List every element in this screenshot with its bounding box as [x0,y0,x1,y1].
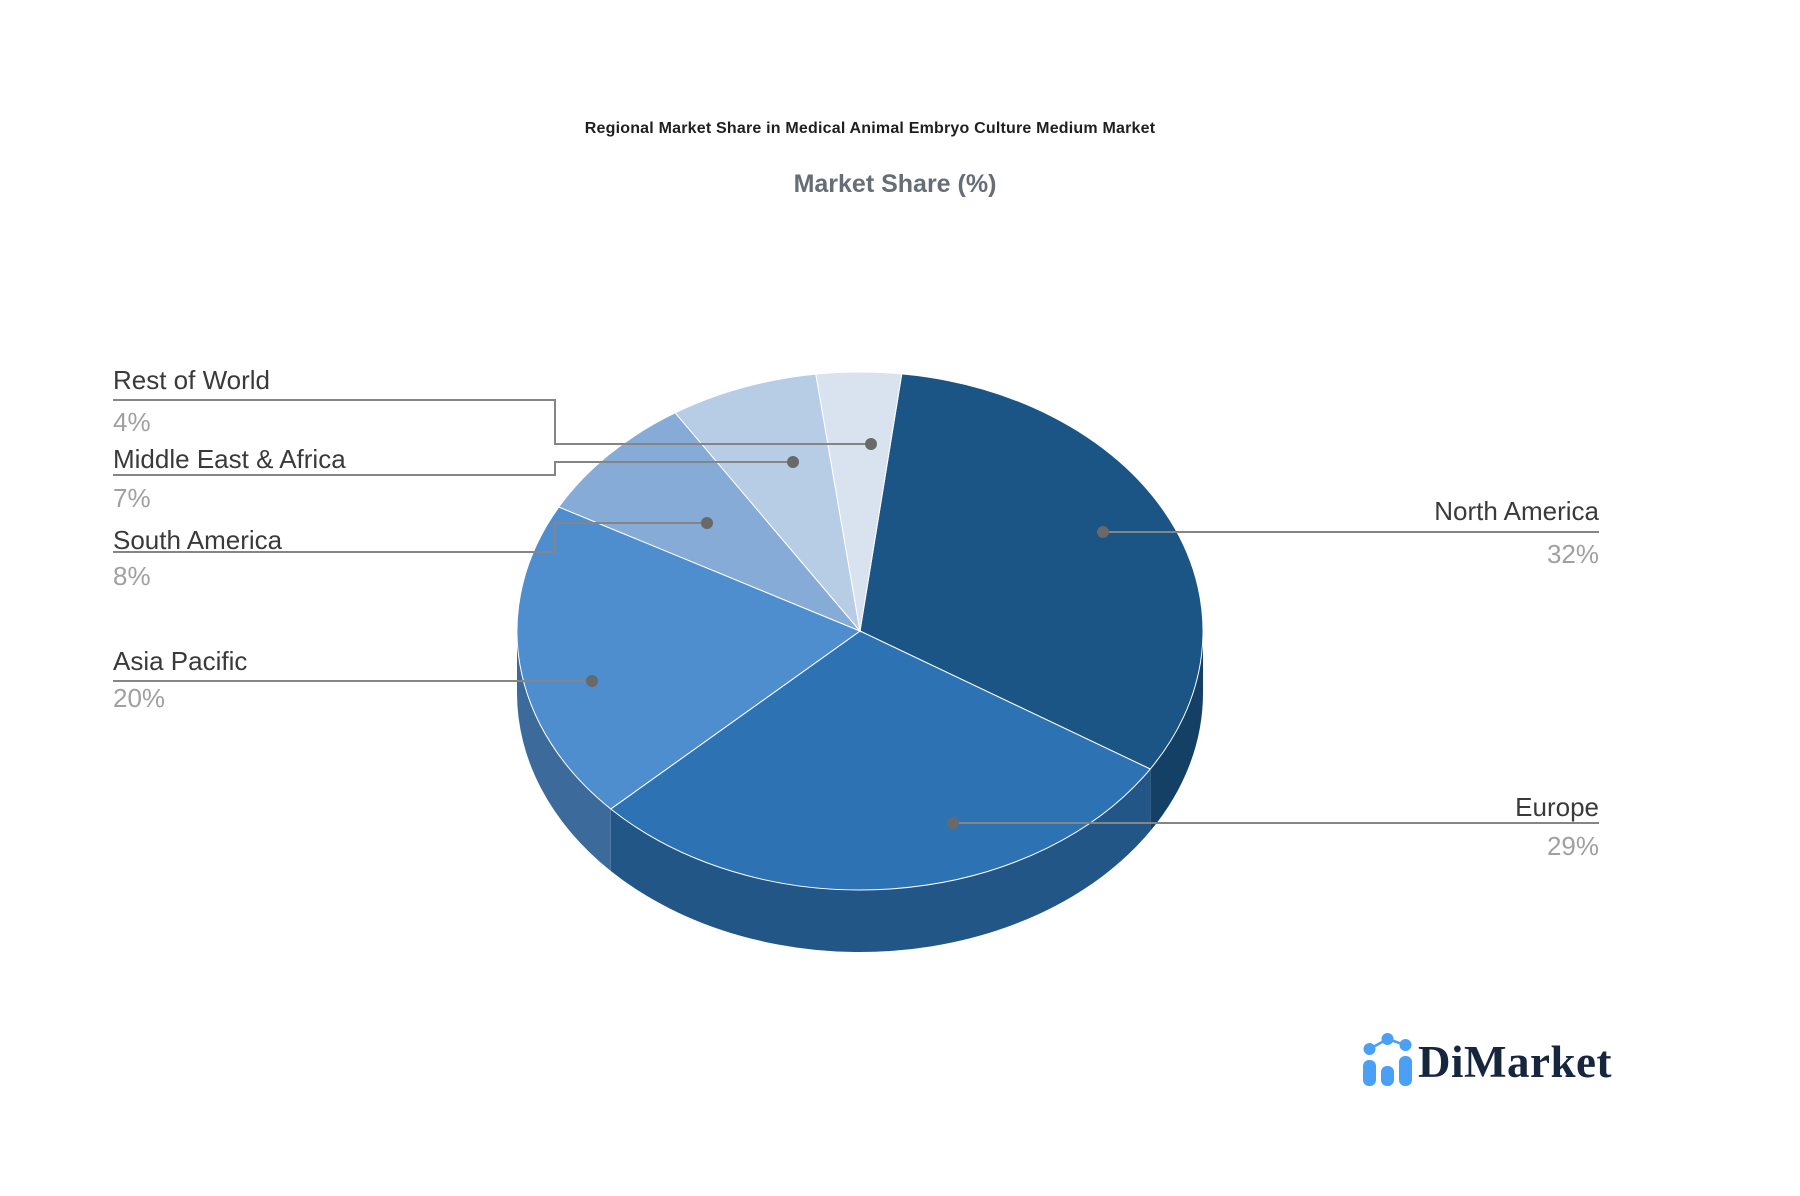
slice-percent: 7% [113,483,151,513]
slice-label: North America [1434,496,1599,526]
pie-slice-rest-of-world[interactable] [815,371,903,632]
slice-percent: 20% [113,683,166,713]
slice-percent: 29% [1546,831,1599,861]
brand-logo: DiMarket [1360,1030,1640,1100]
slice-percent: 4% [113,407,151,437]
slice-label: Rest of World [113,365,271,395]
chart-title: Regional Market Share in Medical Animal … [584,120,1156,137]
label-connector-dot [586,675,598,687]
pie-slice-asia-pacific[interactable] [516,506,862,810]
pie-slice-side-europe [610,769,1151,952]
slice-label: Europe [1515,792,1599,822]
slice-percent: 8% [113,561,151,591]
pie-slice-middle-east-africa[interactable] [674,373,861,633]
label-connector-dot [701,517,713,529]
slice-label: South America [113,525,283,555]
slice-percent: 32% [1546,539,1599,569]
label-connector-dot [947,817,959,829]
label-connector-dot [865,438,877,450]
label-connector-line [113,399,871,445]
slice-label: Asia Pacific [113,646,248,676]
chart-subtitle: Market Share (%) [793,170,997,198]
pie-slice-europe[interactable] [609,630,1152,891]
label-connector-line [113,461,793,476]
label-connector-dot [1097,526,1109,538]
slice-label: Middle East & Africa [113,444,346,474]
pie-slice-side-asia-pacific [517,631,611,871]
label-connector-dot [787,456,799,468]
label-connector-line [113,522,707,553]
brand-logo-text: DiMarket [1418,1037,1612,1087]
pie-slice-north-america[interactable] [859,373,1204,770]
bar-chart-with-dots-icon [1363,1033,1412,1086]
